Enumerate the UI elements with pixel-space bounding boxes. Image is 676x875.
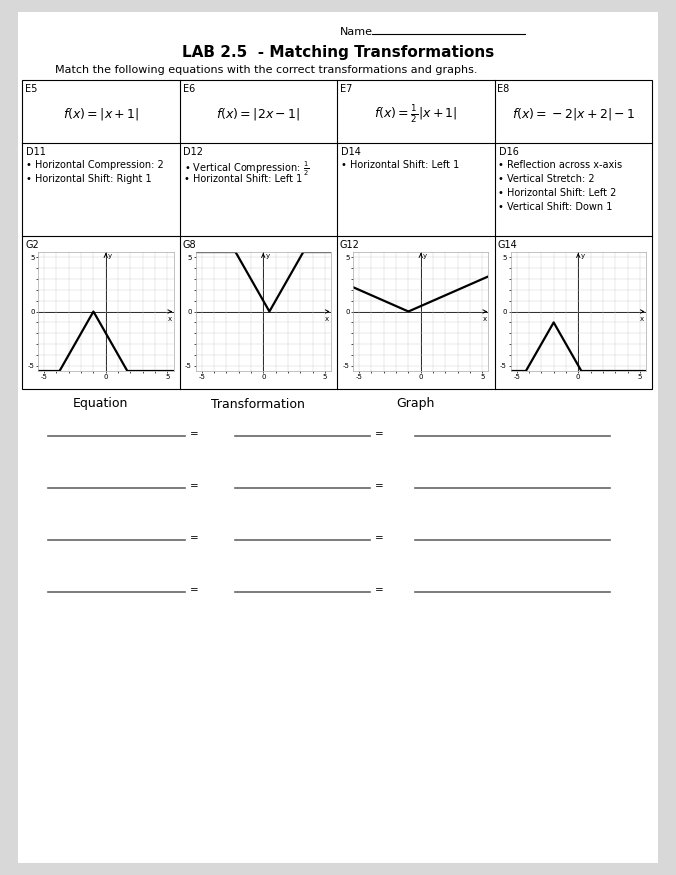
Text: Name: Name xyxy=(340,27,373,37)
Text: x: x xyxy=(325,316,329,322)
Text: =: = xyxy=(190,429,199,439)
Text: x: x xyxy=(640,316,644,322)
Bar xyxy=(22,80,652,389)
Text: G14: G14 xyxy=(498,240,517,250)
Text: D14: D14 xyxy=(341,147,361,157)
Text: =: = xyxy=(375,585,384,595)
Text: x: x xyxy=(483,316,487,322)
Text: • Vertical Stretch: 2: • Vertical Stretch: 2 xyxy=(498,174,595,184)
Text: E6: E6 xyxy=(183,84,195,94)
Text: E8: E8 xyxy=(498,84,510,94)
Text: =: = xyxy=(190,533,199,543)
Text: • Reflection across x-axis: • Reflection across x-axis xyxy=(498,160,623,170)
Text: G12: G12 xyxy=(340,240,360,250)
Text: • Horizontal Shift: Left 2: • Horizontal Shift: Left 2 xyxy=(498,188,617,198)
Text: =: = xyxy=(375,533,384,543)
Text: $f(x) = |x + 1|$: $f(x) = |x + 1|$ xyxy=(63,107,139,123)
Text: =: = xyxy=(190,481,199,491)
Text: Graph: Graph xyxy=(397,397,435,410)
Text: E7: E7 xyxy=(340,84,352,94)
Text: y: y xyxy=(108,254,112,259)
Text: G2: G2 xyxy=(25,240,39,250)
Text: =: = xyxy=(375,481,384,491)
Text: =: = xyxy=(375,429,384,439)
Text: Transformation: Transformation xyxy=(212,397,305,410)
Text: $f(x) = -2|x + 2| - 1$: $f(x) = -2|x + 2| - 1$ xyxy=(512,107,635,123)
Text: D11: D11 xyxy=(26,147,46,157)
Text: • Horizontal Shift: Left 1: • Horizontal Shift: Left 1 xyxy=(183,174,301,184)
Text: • Vertical Compression: $\frac{1}{2}$: • Vertical Compression: $\frac{1}{2}$ xyxy=(183,160,309,178)
Text: • Horizontal Compression: 2: • Horizontal Compression: 2 xyxy=(26,160,164,170)
Text: D16: D16 xyxy=(498,147,518,157)
Text: y: y xyxy=(423,254,427,259)
Text: $f(x) = \frac{1}{2}|x + 1|$: $f(x) = \frac{1}{2}|x + 1|$ xyxy=(374,103,458,125)
Text: LAB 2.5  - Matching Transformations: LAB 2.5 - Matching Transformations xyxy=(182,45,494,60)
Text: • Horizontal Shift: Left 1: • Horizontal Shift: Left 1 xyxy=(341,160,459,170)
Text: =: = xyxy=(190,585,199,595)
Text: Match the following equations with the correct transformations and graphs.: Match the following equations with the c… xyxy=(55,65,477,75)
Text: E5: E5 xyxy=(25,84,37,94)
Text: x: x xyxy=(168,316,172,322)
Text: • Vertical Shift: Down 1: • Vertical Shift: Down 1 xyxy=(498,202,613,212)
Text: Equation: Equation xyxy=(73,397,128,410)
Text: y: y xyxy=(581,254,585,259)
Text: G8: G8 xyxy=(183,240,196,250)
Text: • Horizontal Shift: Right 1: • Horizontal Shift: Right 1 xyxy=(26,174,151,184)
Text: $f(x) = |2x - 1|$: $f(x) = |2x - 1|$ xyxy=(216,107,300,123)
Text: D12: D12 xyxy=(183,147,203,157)
Text: y: y xyxy=(266,254,270,259)
